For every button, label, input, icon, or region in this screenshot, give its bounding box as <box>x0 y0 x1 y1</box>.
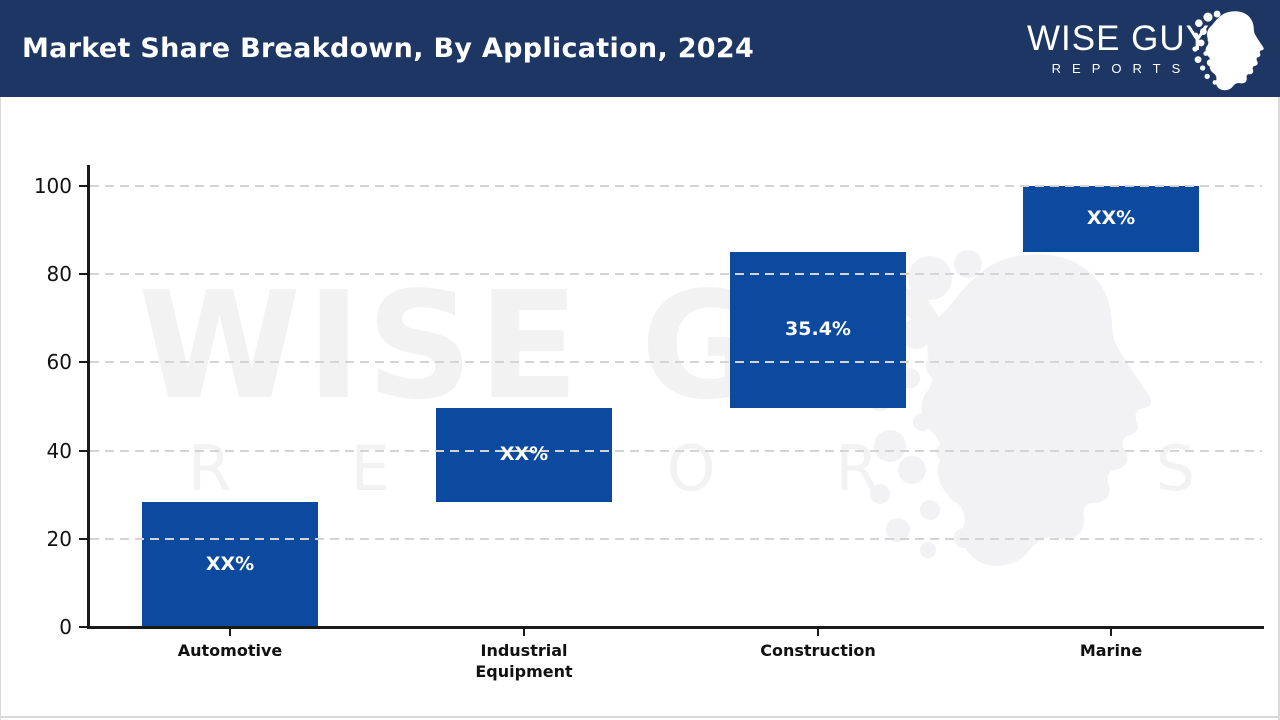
y-tick-40 <box>79 449 87 452</box>
y-tick-80 <box>79 273 87 276</box>
x-label-marine: Marine <box>1079 641 1143 660</box>
bar-value-label-marine: XX% <box>1086 206 1136 229</box>
x-label-industrial-equipment: Industrial Equipment <box>475 641 573 681</box>
x-label-automotive: Automotive <box>177 641 283 660</box>
y-tick-label-40: 40 <box>46 438 72 463</box>
gridline-100 <box>90 185 1262 187</box>
x-axis-line <box>87 626 1264 629</box>
gridline-40 <box>90 449 1262 452</box>
y-axis-spine <box>87 165 90 629</box>
y-tick-label-20: 20 <box>46 526 72 551</box>
y-tick-0 <box>79 626 87 628</box>
bar-value-label-automotive: XX% <box>205 552 255 575</box>
logo-primary-text: WISE GUY <box>1026 19 1210 58</box>
canvas-right-border <box>1278 97 1280 720</box>
bar-marine <box>1023 186 1199 252</box>
canvas-left-border <box>0 97 1 720</box>
y-tick-20 <box>79 537 87 540</box>
bar-value-label-construction: 35.4% <box>785 317 851 340</box>
logo-secondary-text: REPORTS <box>1051 61 1192 76</box>
y-tick-label-60: 60 <box>46 350 72 375</box>
header-bar: Market Share Breakdown, By Application, … <box>0 0 1280 97</box>
y-tick-label-100: 100 <box>33 174 72 198</box>
bar-automotive <box>142 502 318 627</box>
logo-face-icon <box>1192 10 1264 90</box>
bar-industrial-equipment <box>436 407 612 503</box>
x-tick-industrial-equipment <box>523 629 525 636</box>
gridline-80 <box>90 273 1262 276</box>
bar-construction <box>730 251 906 408</box>
y-tick-label-0: 0 <box>59 615 72 639</box>
x-label-construction: Construction <box>760 641 876 660</box>
bar-value-label-industrial-equipment: XX% <box>499 443 549 465</box>
x-tick-automotive <box>229 629 231 636</box>
gridline-60 <box>90 361 1262 364</box>
y-tick-60 <box>79 361 87 364</box>
gridline-20 <box>90 537 1262 540</box>
x-tick-marine <box>1110 629 1112 636</box>
chart-title: Market Share Breakdown, By Application, … <box>22 32 755 64</box>
x-tick-construction <box>817 629 819 636</box>
wiseguy-logo: WISE GUY REPORTS <box>1027 7 1268 91</box>
y-tick-100 <box>79 185 87 187</box>
watermark-face-icon <box>868 250 1152 566</box>
y-tick-label-80: 80 <box>46 262 72 287</box>
canvas-bottom-border <box>0 716 1280 718</box>
logo-text: WISE GUY REPORTS <box>1027 21 1210 76</box>
